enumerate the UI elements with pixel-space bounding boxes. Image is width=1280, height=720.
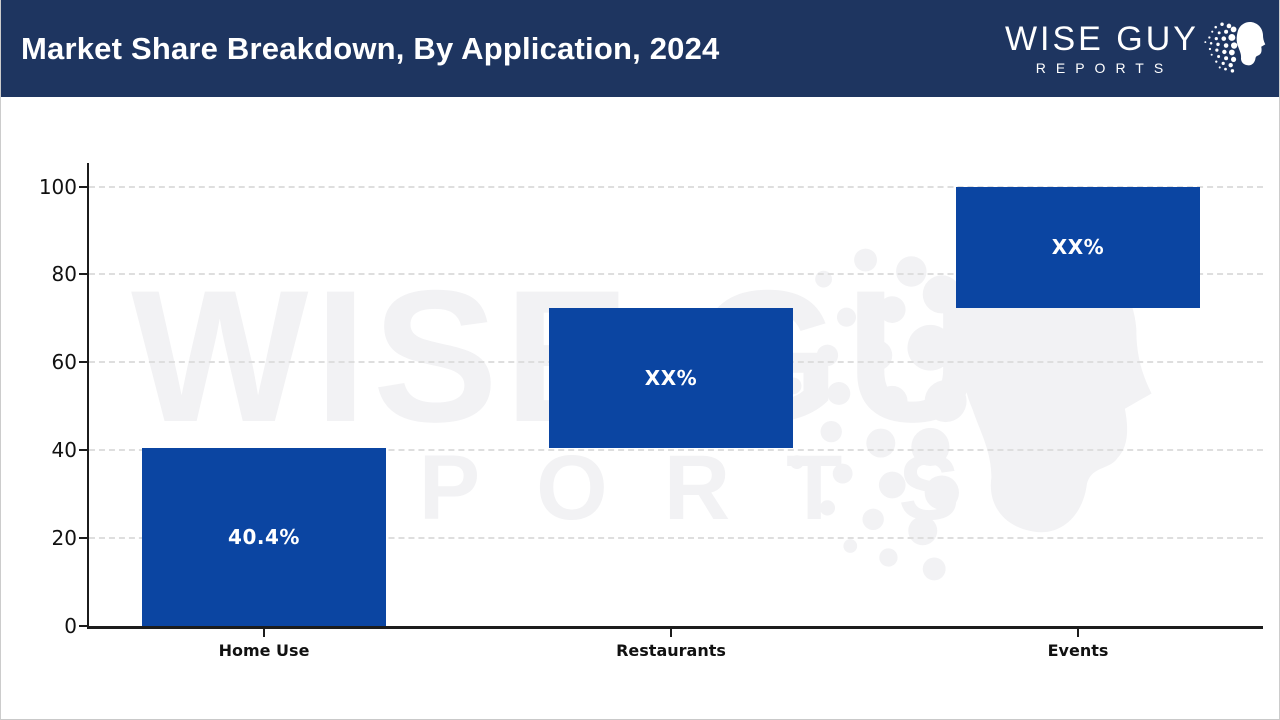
- logo-wordmark: WISE GUY: [1004, 19, 1199, 58]
- y-axis-line: [87, 163, 89, 629]
- y-axis-tick-mark: [79, 537, 89, 540]
- y-axis-tick-label: 60: [51, 350, 77, 375]
- x-axis-category-label: Restaurants: [616, 641, 726, 660]
- y-axis-tick-mark: [79, 625, 89, 627]
- y-axis-tick-label: 80: [51, 262, 77, 287]
- wise-guy-reports-logo: WISE GUY REPORTS: [1005, 6, 1267, 92]
- gridline-y-80: [89, 273, 1263, 276]
- y-axis-tick-label: 100: [38, 174, 77, 199]
- bar-home-use: 40.4%: [142, 448, 386, 626]
- bar-events: XX%: [956, 186, 1200, 308]
- y-axis-tick-label: 40: [51, 438, 77, 463]
- y-axis-tick-label: 20: [51, 526, 77, 551]
- bar-value-label: XX%: [644, 366, 698, 391]
- bar-value-label: 40.4%: [228, 525, 300, 550]
- gridline-y-100: [89, 185, 1263, 188]
- gridline-y-20: [89, 537, 1263, 540]
- y-axis-tick-mark: [79, 273, 89, 276]
- logo-subtitle: REPORTS: [1035, 59, 1174, 76]
- y-axis-tick-mark: [79, 449, 89, 452]
- x-axis-tick-mark: [1077, 629, 1079, 637]
- y-axis-tick-label: 0: [64, 614, 77, 638]
- x-axis-tick-mark: [263, 629, 265, 637]
- y-axis-tick-mark: [79, 185, 89, 188]
- gridline-y-40: [89, 449, 1263, 452]
- logo-text: WISE GUY REPORTS: [1005, 22, 1199, 76]
- chart-title: Market Share Breakdown, By Application, …: [21, 30, 720, 66]
- bar-value-label: XX%: [1051, 235, 1105, 260]
- bar-restaurants: XX%: [549, 307, 793, 449]
- x-axis-category-label: Home Use: [218, 641, 310, 660]
- wise-guy-face-icon: [1199, 6, 1267, 92]
- x-axis-tick-mark: [670, 629, 672, 637]
- y-axis-tick-mark: [79, 361, 89, 364]
- header-bar: Market Share Breakdown, By Application, …: [1, 0, 1279, 97]
- x-axis-category-label: Events: [1047, 641, 1109, 660]
- x-axis-line: [87, 626, 1263, 629]
